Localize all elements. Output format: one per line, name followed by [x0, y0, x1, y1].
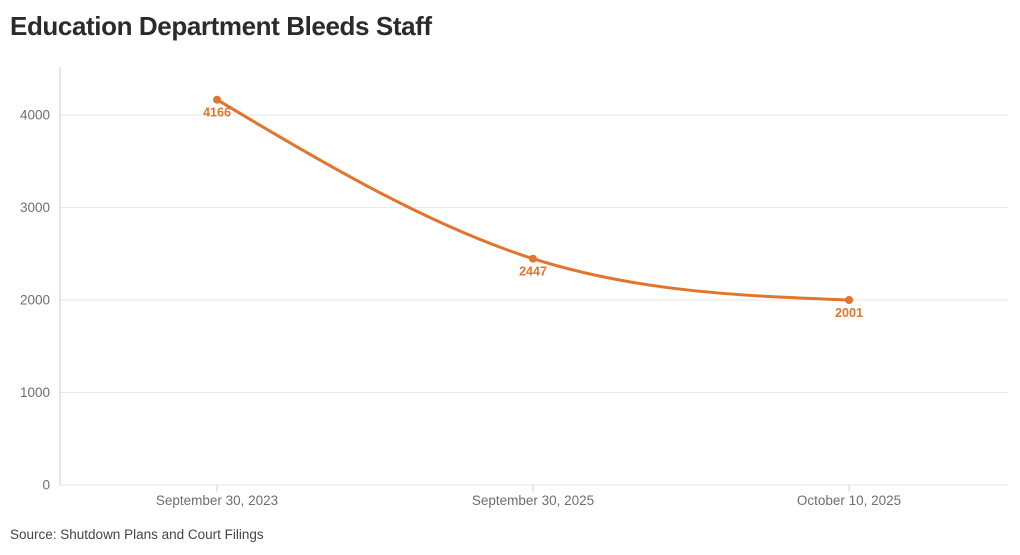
y-tick-label: 0	[42, 478, 50, 493]
x-axis-label: September 30, 2023	[156, 493, 278, 508]
source-note: Source: Shutdown Plans and Court Filings	[10, 527, 264, 542]
data-point-label: 2447	[519, 265, 547, 279]
data-point	[845, 296, 853, 304]
data-point-label: 2001	[835, 306, 863, 320]
y-tick-label: 4000	[20, 108, 50, 123]
x-axis-label: October 10, 2025	[797, 493, 901, 508]
data-point	[213, 95, 221, 104]
y-tick-label: 2000	[20, 293, 50, 308]
y-tick-label: 1000	[20, 385, 50, 400]
chart-title: Education Department Bleeds Staff	[10, 11, 432, 41]
data-point	[529, 254, 537, 263]
y-tick-label: 3000	[20, 200, 50, 215]
data-point-label: 4166	[203, 106, 231, 120]
x-axis-label: September 30, 2025	[472, 493, 594, 508]
